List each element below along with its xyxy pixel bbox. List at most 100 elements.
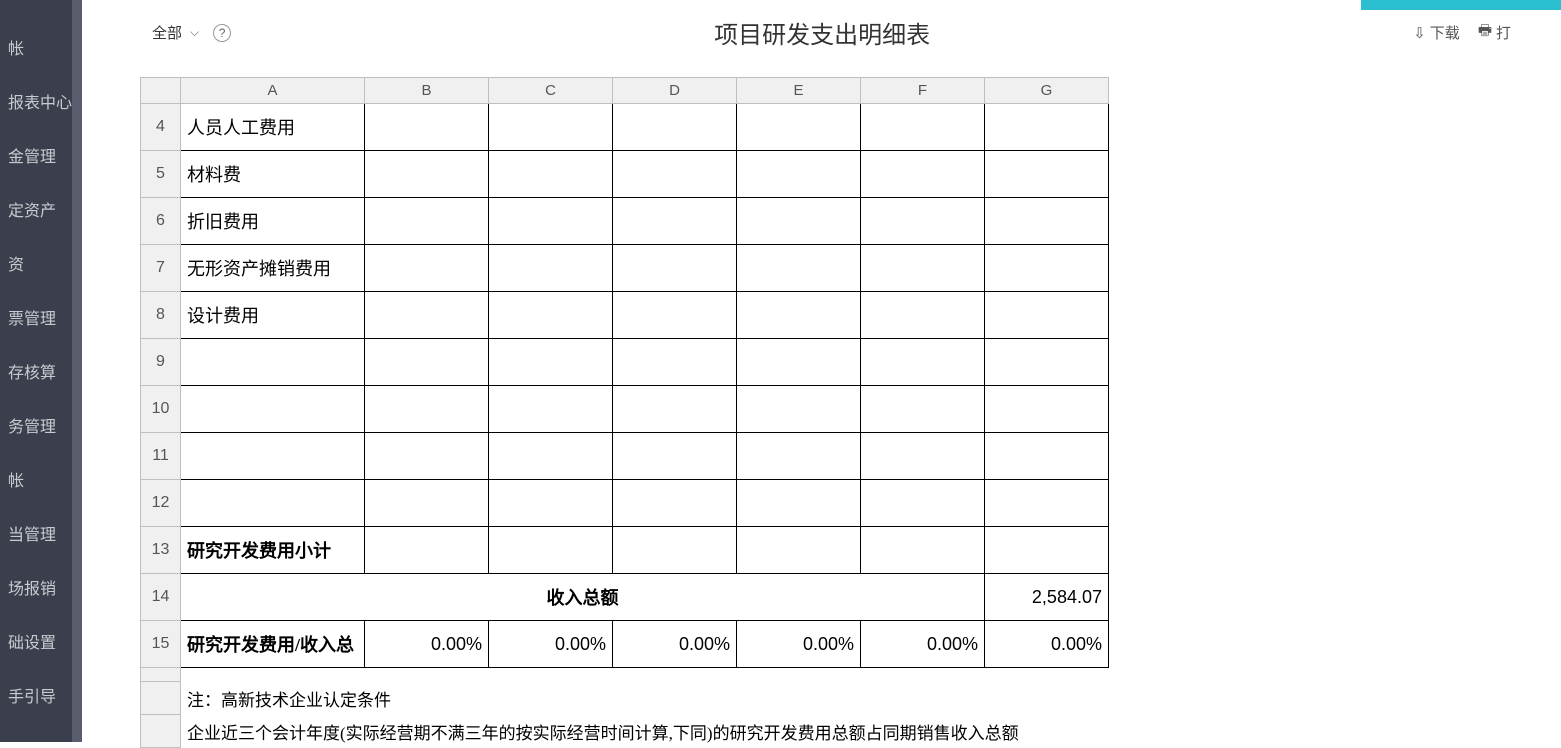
cell-G14[interactable]: 2,584.07 xyxy=(985,574,1109,621)
sidebar-item-9[interactable]: 当管理 xyxy=(0,506,82,560)
cell-F9[interactable] xyxy=(861,339,985,386)
cell-C8[interactable] xyxy=(489,292,613,339)
sidebar-item-4[interactable]: 资 xyxy=(0,236,82,290)
cell-C5[interactable] xyxy=(489,151,613,198)
cell-C10[interactable] xyxy=(489,386,613,433)
row-header-15[interactable]: 15 xyxy=(141,621,181,668)
cell-A6[interactable]: 折旧费用 xyxy=(181,198,365,245)
cell-D10[interactable] xyxy=(613,386,737,433)
cell-G6[interactable] xyxy=(985,198,1109,245)
cell-C13[interactable] xyxy=(489,527,613,574)
cell-B4[interactable] xyxy=(365,104,489,151)
row-header-11[interactable]: 11 xyxy=(141,433,181,480)
row-header-9[interactable]: 9 xyxy=(141,339,181,386)
row-header-8[interactable]: 8 xyxy=(141,292,181,339)
print-button[interactable]: 🖶 打 xyxy=(1478,20,1511,45)
col-header-A[interactable]: A xyxy=(181,78,365,104)
cell-C12[interactable] xyxy=(489,480,613,527)
cell-B9[interactable] xyxy=(365,339,489,386)
cell-G13[interactable] xyxy=(985,527,1109,574)
cell-E13[interactable] xyxy=(737,527,861,574)
download-button[interactable]: ⇩ 下载 xyxy=(1413,20,1460,45)
cell-C4[interactable] xyxy=(489,104,613,151)
cell-D12[interactable] xyxy=(613,480,737,527)
sidebar-item-6[interactable]: 存核算 xyxy=(0,344,82,398)
sidebar-item-8[interactable]: 帐 xyxy=(0,452,82,506)
cell-G15[interactable]: 0.00% xyxy=(985,621,1109,668)
cell-C6[interactable] xyxy=(489,198,613,245)
row-header-12[interactable]: 12 xyxy=(141,480,181,527)
cell-F15[interactable]: 0.00% xyxy=(861,621,985,668)
row-header-spacer[interactable] xyxy=(141,668,181,682)
cell-A9[interactable] xyxy=(181,339,365,386)
col-header-F[interactable]: F xyxy=(861,78,985,104)
cell-D7[interactable] xyxy=(613,245,737,292)
cell-D5[interactable] xyxy=(613,151,737,198)
col-header-D[interactable]: D xyxy=(613,78,737,104)
cell-E5[interactable] xyxy=(737,151,861,198)
cell-D11[interactable] xyxy=(613,433,737,480)
cell-C7[interactable] xyxy=(489,245,613,292)
cell-D15[interactable]: 0.00% xyxy=(613,621,737,668)
cell-D13[interactable] xyxy=(613,527,737,574)
sidebar-item-1[interactable]: 报表中心 xyxy=(0,74,82,128)
cell-E10[interactable] xyxy=(737,386,861,433)
cell-C9[interactable] xyxy=(489,339,613,386)
cell-B11[interactable] xyxy=(365,433,489,480)
cell-B15[interactable]: 0.00% xyxy=(365,621,489,668)
cell-A11[interactable] xyxy=(181,433,365,480)
cell-E11[interactable] xyxy=(737,433,861,480)
cell-G4[interactable] xyxy=(985,104,1109,151)
cell-F11[interactable] xyxy=(861,433,985,480)
cell-D9[interactable] xyxy=(613,339,737,386)
sidebar-scrollbar[interactable] xyxy=(72,0,82,742)
cell-E12[interactable] xyxy=(737,480,861,527)
cell-B5[interactable] xyxy=(365,151,489,198)
col-header-C[interactable]: C xyxy=(489,78,613,104)
cell-G9[interactable] xyxy=(985,339,1109,386)
cell-G12[interactable] xyxy=(985,480,1109,527)
cell-F12[interactable] xyxy=(861,480,985,527)
cell-A10[interactable] xyxy=(181,386,365,433)
cell-B7[interactable] xyxy=(365,245,489,292)
cell-E7[interactable] xyxy=(737,245,861,292)
cell-A5[interactable]: 材料费 xyxy=(181,151,365,198)
cell-F10[interactable] xyxy=(861,386,985,433)
cell-A7[interactable]: 无形资产摊销费用 xyxy=(181,245,365,292)
row-header-14[interactable]: 14 xyxy=(141,574,181,621)
cell-F8[interactable] xyxy=(861,292,985,339)
col-header-B[interactable]: B xyxy=(365,78,489,104)
sidebar-item-5[interactable]: 票管理 xyxy=(0,290,82,344)
cell-A8[interactable]: 设计费用 xyxy=(181,292,365,339)
cell-D8[interactable] xyxy=(613,292,737,339)
cell-F4[interactable] xyxy=(861,104,985,151)
row-header-10[interactable]: 10 xyxy=(141,386,181,433)
cell-E15[interactable]: 0.00% xyxy=(737,621,861,668)
cell-E8[interactable] xyxy=(737,292,861,339)
filter-dropdown[interactable]: 全部 ⌵ ? xyxy=(152,22,231,43)
cell-F5[interactable] xyxy=(861,151,985,198)
cell-B6[interactable] xyxy=(365,198,489,245)
row-header-note1[interactable] xyxy=(141,682,181,715)
cell-D6[interactable] xyxy=(613,198,737,245)
cell-F6[interactable] xyxy=(861,198,985,245)
help-icon[interactable]: ? xyxy=(213,24,231,42)
row-header-13[interactable]: 13 xyxy=(141,527,181,574)
col-header-E[interactable]: E xyxy=(737,78,861,104)
col-header-G[interactable]: G xyxy=(985,78,1109,104)
sidebar-item-10[interactable]: 场报销 xyxy=(0,560,82,614)
cell-A15[interactable]: 研究开发费用/收入总 xyxy=(181,621,365,668)
sidebar-item-7[interactable]: 务管理 xyxy=(0,398,82,452)
row-header-5[interactable]: 5 xyxy=(141,151,181,198)
cell-G5[interactable] xyxy=(985,151,1109,198)
cell-income-label[interactable]: 收入总额 xyxy=(181,574,985,621)
cell-A4[interactable]: 人员人工费用 xyxy=(181,104,365,151)
cell-A13[interactable]: 研究开发费用小计 xyxy=(181,527,365,574)
cell-G11[interactable] xyxy=(985,433,1109,480)
row-header-6[interactable]: 6 xyxy=(141,198,181,245)
cell-B8[interactable] xyxy=(365,292,489,339)
cell-E4[interactable] xyxy=(737,104,861,151)
cell-A12[interactable] xyxy=(181,480,365,527)
cell-F7[interactable] xyxy=(861,245,985,292)
cell-C11[interactable] xyxy=(489,433,613,480)
